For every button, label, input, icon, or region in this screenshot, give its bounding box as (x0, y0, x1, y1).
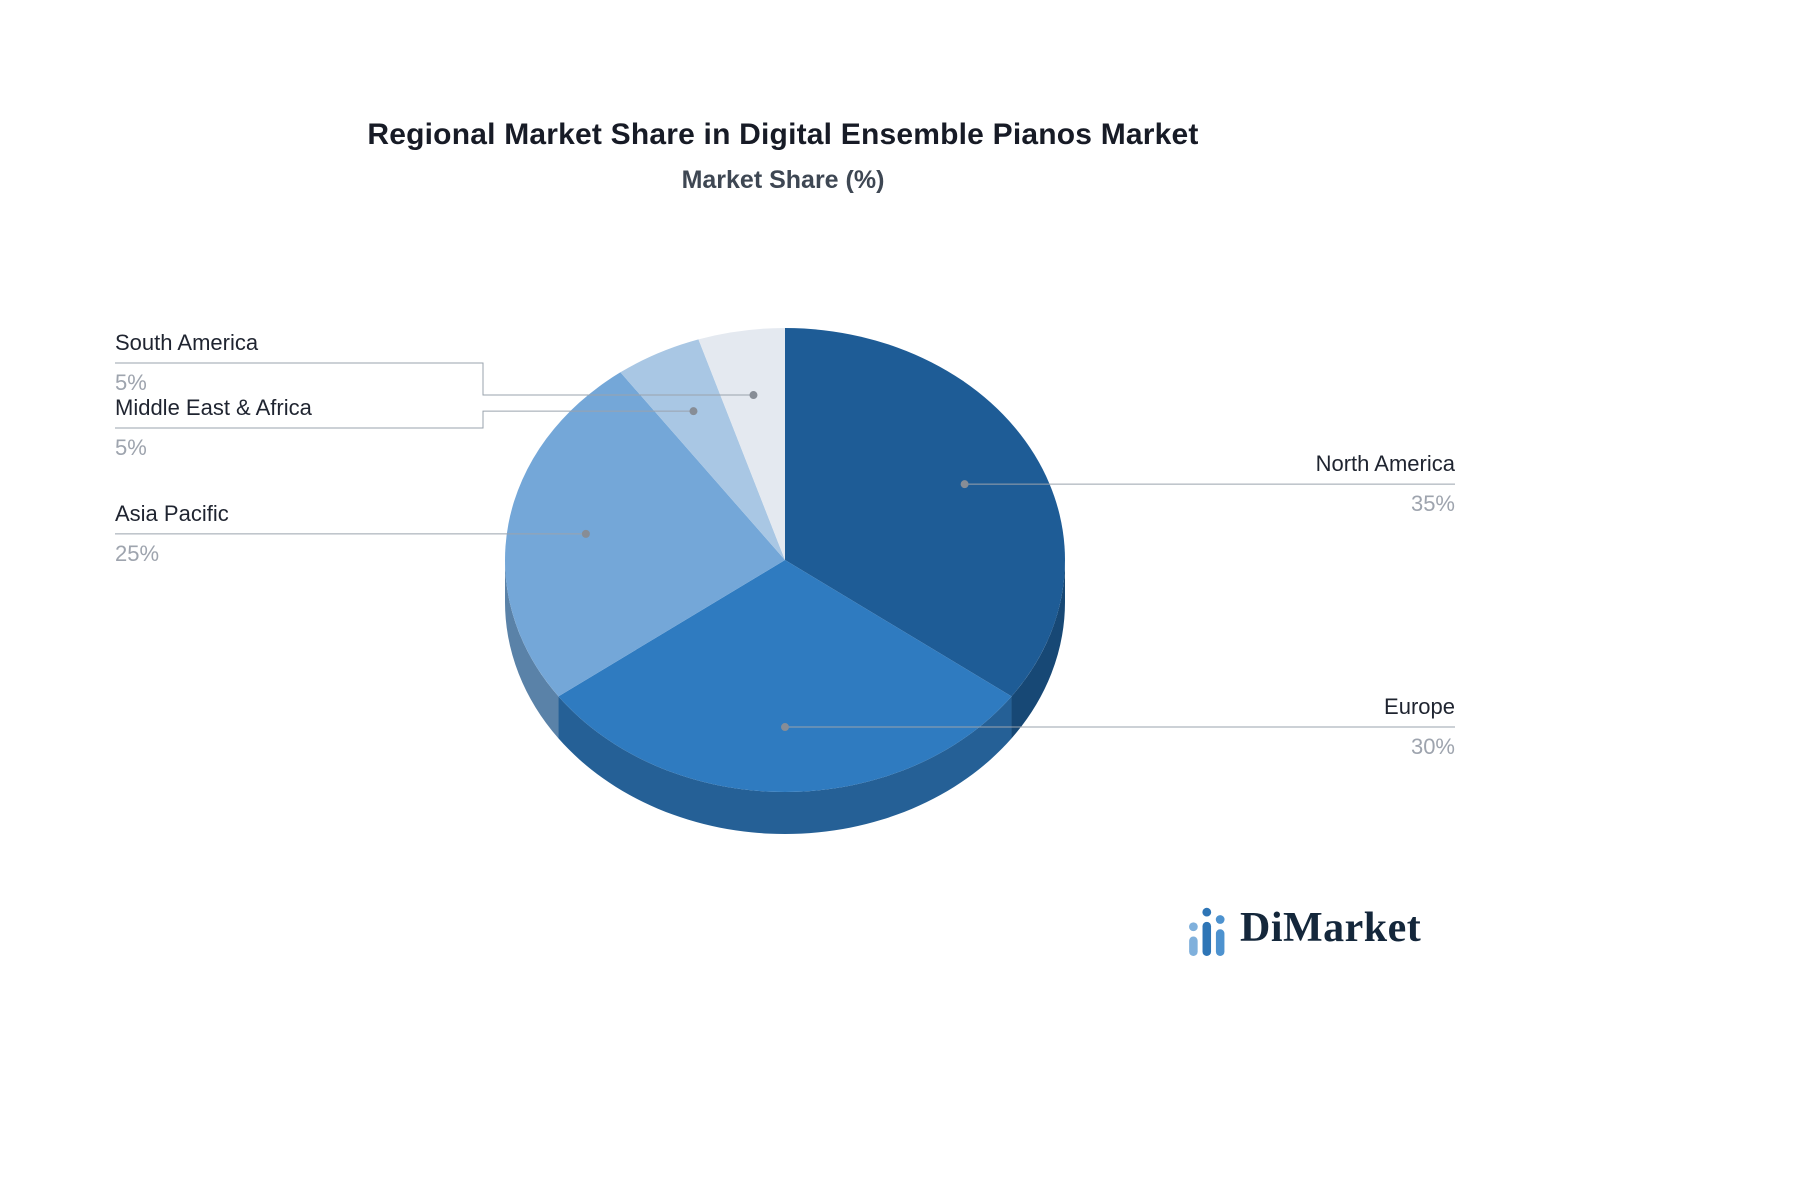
pie-slice (558, 560, 1012, 792)
pie-slice (785, 328, 1065, 697)
slice-label-asia-pacific: Asia Pacific (115, 501, 229, 526)
brand-logo: DiMarket (1188, 900, 1421, 956)
pie-slice (620, 339, 785, 560)
chart-title: Regional Market Share in Digital Ensembl… (367, 118, 1199, 151)
pie-slice (504, 372, 785, 697)
pie-slice-side (558, 696, 1012, 834)
chart-subtitle: Market Share (%) (681, 166, 885, 194)
callout-dot (781, 723, 789, 732)
slice-label-europe: Europe (1384, 694, 1455, 719)
callout-line (115, 362, 754, 396)
callout-dot (581, 529, 590, 538)
slice-value-north-america: 35% (1410, 491, 1455, 516)
slice-value-south-america: 5% (115, 370, 147, 395)
callout-dot (749, 391, 758, 400)
callout-dot (960, 480, 969, 489)
callout-dot (689, 407, 698, 416)
slice-label-south-america: South America (115, 330, 259, 355)
slice-value-europe: 30% (1410, 734, 1455, 759)
slice-label-north-america: North America (1315, 451, 1455, 476)
callout-line (115, 410, 694, 429)
pie-slice (698, 328, 785, 560)
slice-value-asia-pacific: 25% (115, 541, 160, 566)
pie-slice-side (505, 560, 559, 739)
slice-label-middle-east-africa: Middle East & Africa (115, 395, 312, 420)
bar-chart-logo-icon (1189, 907, 1225, 956)
slice-value-middle-east-africa: 5% (115, 435, 147, 460)
brand-name: DiMarket (1240, 905, 1422, 951)
pie-slice-side (1011, 560, 1065, 739)
